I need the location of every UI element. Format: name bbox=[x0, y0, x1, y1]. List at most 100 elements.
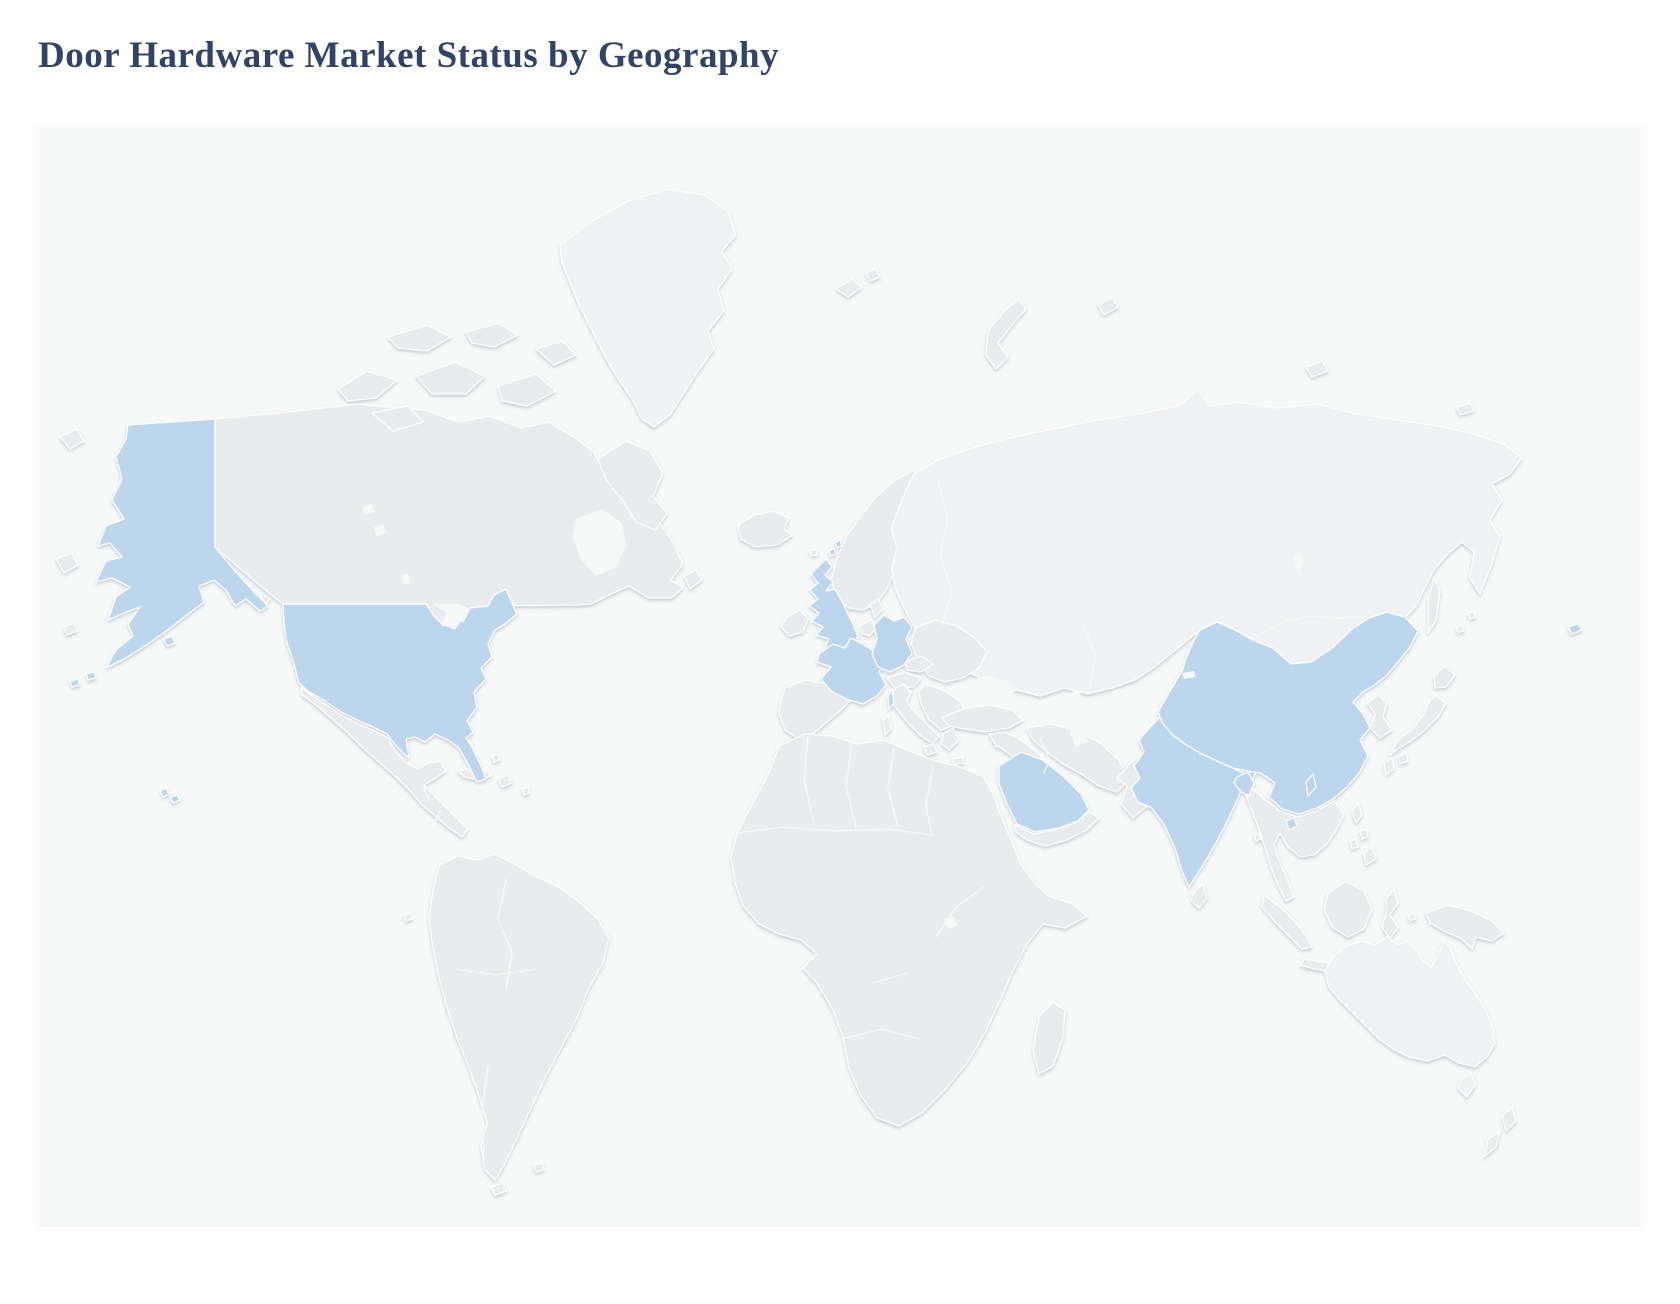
country-japan-hokkaido bbox=[1433, 665, 1456, 689]
new-zealand-north bbox=[1501, 1106, 1517, 1132]
svalbard bbox=[835, 278, 863, 298]
arctic-islands bbox=[387, 324, 452, 352]
great-bear-lake bbox=[362, 504, 375, 515]
new-guinea bbox=[1425, 904, 1505, 950]
country-usa-kodiak[interactable] bbox=[163, 635, 176, 647]
country-mexico-central-america bbox=[300, 686, 469, 838]
svalbard bbox=[865, 268, 881, 282]
sumatra bbox=[1261, 894, 1313, 950]
country-greece bbox=[940, 727, 960, 751]
arctic-islands bbox=[497, 373, 557, 407]
country-philippines bbox=[1363, 846, 1377, 866]
sakhalin bbox=[1427, 578, 1441, 634]
tierra-del-fuego bbox=[490, 1182, 508, 1196]
arctic-islands bbox=[337, 370, 398, 402]
galapagos bbox=[403, 912, 413, 922]
kuril-islands bbox=[1455, 624, 1465, 634]
country-usa-aleutians[interactable] bbox=[69, 678, 81, 688]
country-usa-outlying-island[interactable] bbox=[1567, 623, 1583, 635]
arctic-islands bbox=[415, 361, 486, 395]
crete bbox=[951, 756, 965, 766]
sulawesi bbox=[1381, 888, 1399, 940]
country-usa-alaska[interactable] bbox=[95, 418, 269, 669]
world-map bbox=[55, 188, 1583, 1196]
country-africa bbox=[730, 733, 1088, 1127]
country-philippines bbox=[1351, 802, 1363, 824]
faroe-islands bbox=[809, 548, 818, 557]
arctic-islands bbox=[535, 340, 577, 366]
country-china[interactable] bbox=[1157, 611, 1419, 815]
highlighted-countries bbox=[69, 418, 1583, 888]
country-japan-shikoku bbox=[1397, 752, 1409, 765]
newfoundland bbox=[683, 569, 703, 590]
inland-water bbox=[362, 504, 1304, 929]
kuril-islands bbox=[1467, 610, 1477, 620]
bering-islands bbox=[55, 552, 79, 574]
baffin-island bbox=[597, 440, 668, 531]
country-denmark bbox=[869, 598, 884, 618]
country-australia bbox=[1324, 936, 1496, 1068]
black-sea bbox=[964, 675, 1016, 699]
new-siberian-islands bbox=[1305, 360, 1329, 378]
moluccas bbox=[1407, 912, 1417, 922]
sicily bbox=[923, 743, 938, 756]
country-usa-aleutians[interactable] bbox=[85, 671, 97, 681]
aral-sea bbox=[1112, 689, 1122, 701]
sri-lanka bbox=[1190, 883, 1208, 909]
country-uk-orkney[interactable] bbox=[834, 539, 843, 549]
great-slave-lake bbox=[374, 525, 386, 536]
country-benelux bbox=[860, 618, 878, 637]
country-uk-shetland[interactable] bbox=[828, 547, 837, 557]
vancouver-island bbox=[259, 592, 271, 606]
country-ireland bbox=[780, 609, 809, 637]
bering-islands bbox=[59, 428, 85, 450]
country-usa-mainland[interactable] bbox=[282, 588, 518, 783]
country-philippines bbox=[1349, 838, 1359, 850]
country-china-taiwan[interactable] bbox=[1305, 773, 1317, 797]
great-lakes bbox=[432, 604, 471, 630]
lake-baikal bbox=[1294, 551, 1304, 575]
lake-balkhash bbox=[1182, 671, 1196, 679]
country-france-corsica[interactable] bbox=[887, 688, 895, 710]
country-philippines bbox=[1359, 828, 1369, 840]
country-borders bbox=[423, 478, 1367, 1158]
country-japan-kyushu bbox=[1383, 757, 1395, 776]
country-saudi-arabia[interactable] bbox=[998, 751, 1090, 833]
lake-winnipeg bbox=[402, 573, 410, 585]
borneo bbox=[1323, 880, 1373, 938]
hispaniola bbox=[497, 774, 513, 788]
country-bangladesh[interactable] bbox=[1233, 771, 1255, 797]
country-iceland bbox=[737, 510, 794, 548]
wrangel-island bbox=[1455, 402, 1475, 416]
no-data-countries bbox=[55, 188, 1523, 1196]
hudson-bay bbox=[573, 509, 627, 576]
country-germany[interactable] bbox=[871, 614, 913, 673]
map-panel bbox=[36, 127, 1644, 1227]
sardinia bbox=[882, 714, 892, 736]
country-usa-hawaii[interactable] bbox=[159, 787, 170, 798]
arctic-islands bbox=[465, 322, 519, 348]
novaya-zemlya bbox=[985, 298, 1027, 370]
bahamas bbox=[491, 753, 501, 763]
country-korea bbox=[1366, 694, 1393, 739]
victoria-island bbox=[371, 405, 424, 432]
new-zealand-south bbox=[1483, 1130, 1501, 1158]
country-czech-slovakia bbox=[904, 655, 934, 673]
country-alps bbox=[886, 671, 922, 689]
country-turkey bbox=[941, 704, 1024, 733]
country-indochina bbox=[1245, 788, 1345, 902]
bering-islands bbox=[63, 622, 78, 636]
country-south-america bbox=[428, 853, 610, 1181]
country-usa-hawaii[interactable] bbox=[170, 794, 181, 804]
country-japan-honshu bbox=[1389, 694, 1447, 756]
antilles bbox=[521, 786, 531, 796]
andaman-islands bbox=[1253, 832, 1262, 842]
country-china-hainan[interactable] bbox=[1285, 817, 1298, 831]
country-canada bbox=[214, 403, 684, 627]
falkland-islands bbox=[533, 1162, 545, 1173]
madagascar bbox=[1032, 1001, 1066, 1075]
country-italy bbox=[890, 683, 940, 745]
country-france[interactable] bbox=[816, 637, 887, 705]
caspian-sea bbox=[1062, 689, 1088, 747]
tasmania bbox=[1458, 1072, 1476, 1098]
